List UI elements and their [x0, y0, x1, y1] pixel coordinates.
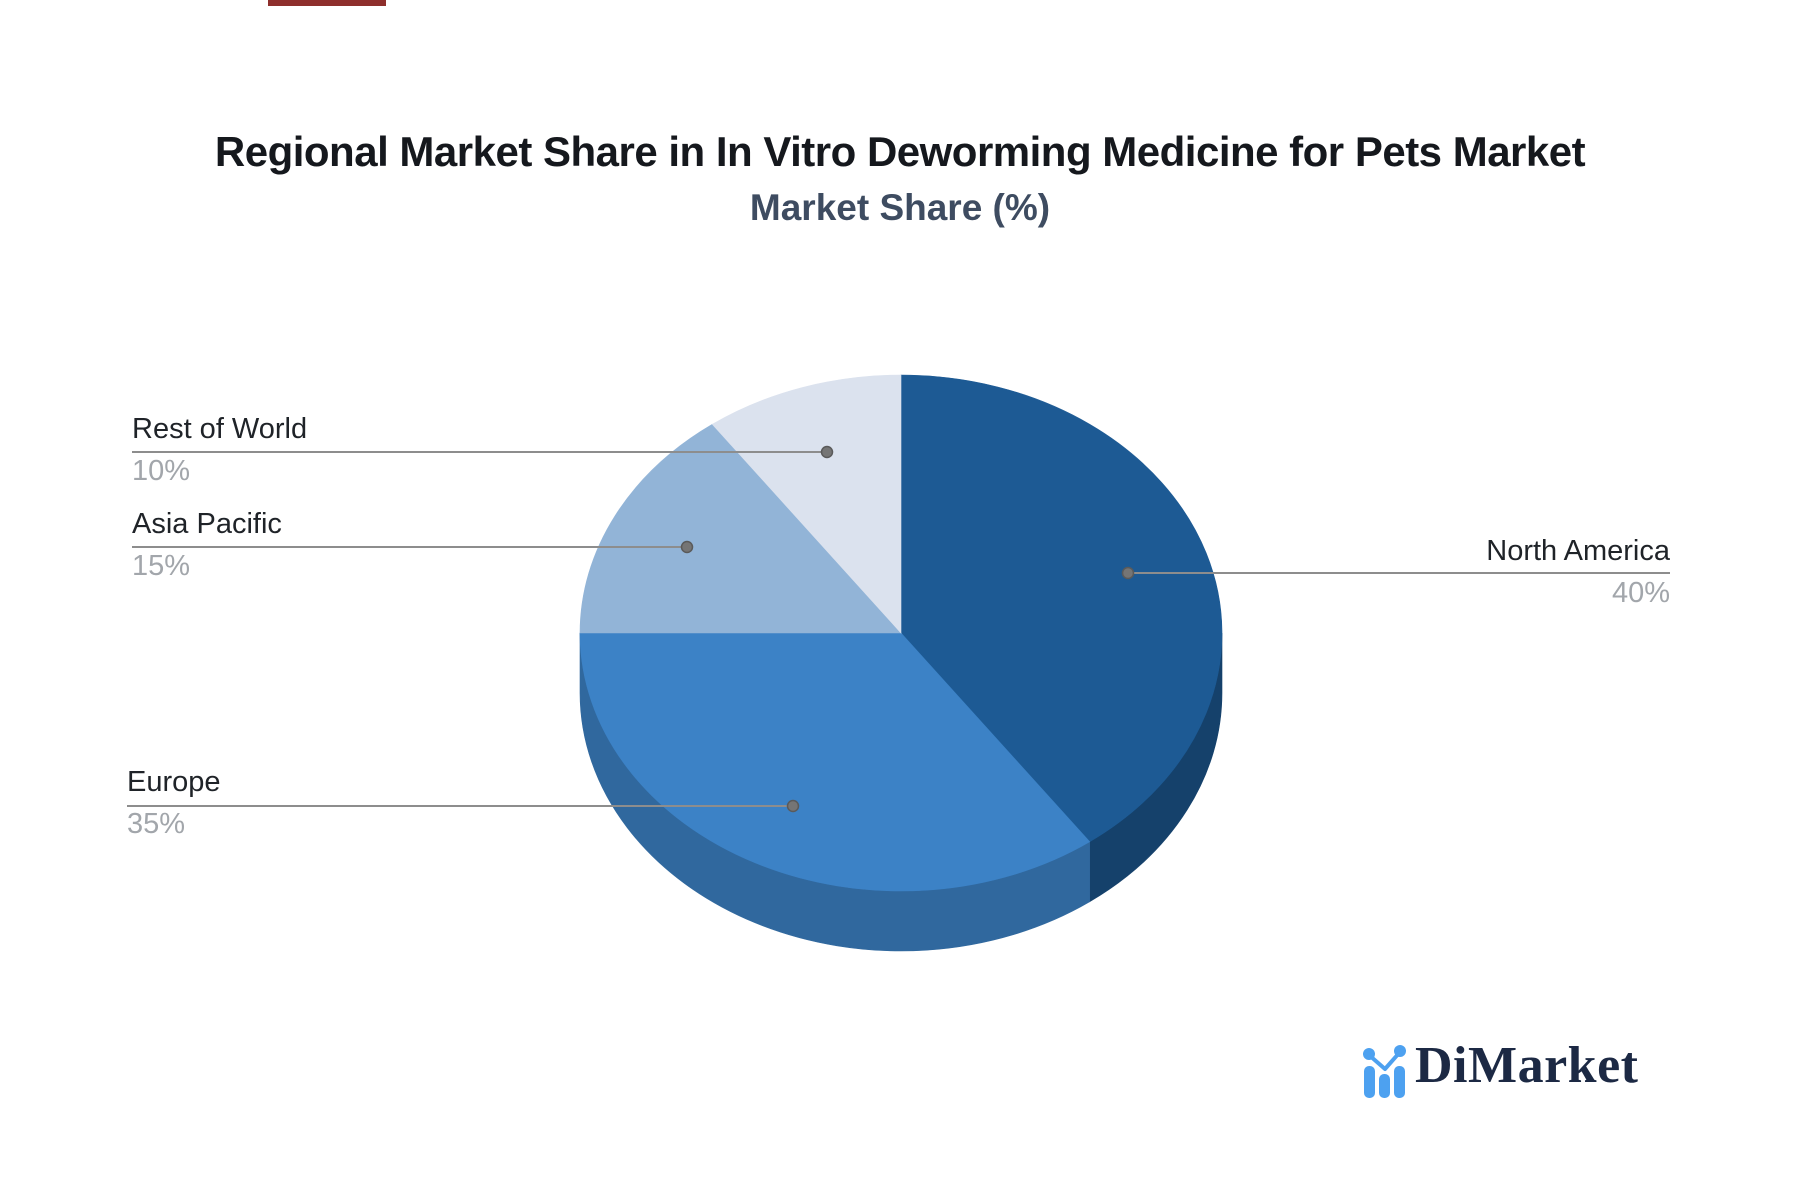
callout-connector-dot: [680, 540, 694, 554]
logo-text: DiMarket: [1415, 1037, 1639, 1094]
callout-label: Europe: [127, 766, 221, 798]
bar-chart-icon: [1363, 1045, 1406, 1098]
callout-label: Asia Pacific: [132, 508, 282, 540]
callout-asia-pacific: Asia Pacific 15%: [132, 508, 282, 583]
dimarket-logo: DiMarket: [1360, 1036, 1650, 1106]
callout-connector-dot: [786, 799, 800, 813]
chart-subtitle: Market Share (%): [749, 187, 1051, 228]
callout-value: 40%: [1611, 577, 1670, 609]
callout-value: 10%: [132, 455, 191, 487]
callout-value: 35%: [127, 808, 186, 840]
callout-north-america: North America 40%: [1486, 535, 1670, 610]
chart-title: Regional Market Share in In Vitro Deworm…: [214, 128, 1586, 175]
callout-value: 15%: [132, 550, 191, 582]
top-red-strip: [268, 0, 386, 6]
callout-label: North America: [1486, 535, 1670, 567]
callout-rest-of-world: Rest of World 10%: [132, 413, 307, 488]
callout-label: Rest of World: [132, 413, 308, 445]
callout-europe: Europe 35%: [127, 766, 221, 841]
pie-slice: [579, 632, 1091, 892]
callout-connector-dot: [820, 445, 834, 459]
pie-slice: [900, 374, 1223, 843]
pie-slice: [711, 374, 902, 634]
callout-connector-dot: [1121, 566, 1135, 580]
pie-slice: [579, 423, 902, 634]
